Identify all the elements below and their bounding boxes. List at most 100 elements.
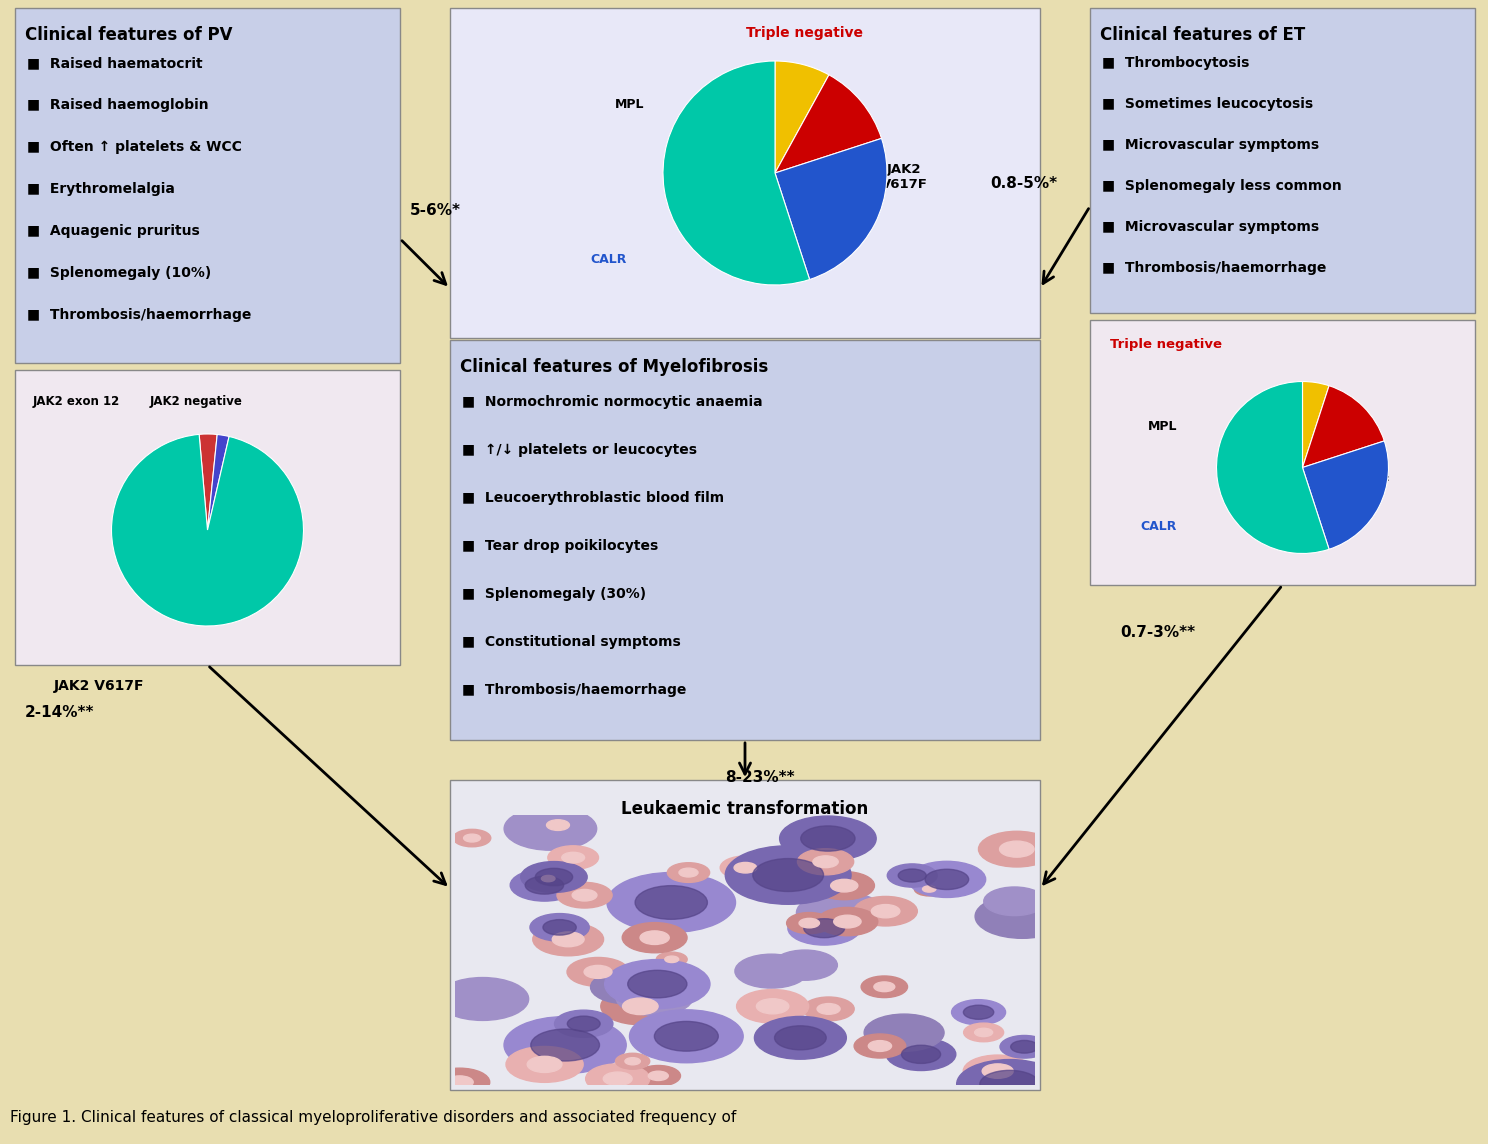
Circle shape (430, 1068, 490, 1096)
Circle shape (527, 1056, 562, 1072)
FancyBboxPatch shape (1091, 320, 1475, 585)
FancyBboxPatch shape (449, 8, 1040, 337)
Circle shape (543, 920, 576, 935)
Text: JAK2 V617F: JAK2 V617F (54, 680, 144, 693)
Circle shape (629, 979, 673, 1000)
Text: ■  Normochromic normocytic anaemia: ■ Normochromic normocytic anaemia (461, 395, 763, 410)
Circle shape (533, 813, 583, 837)
Circle shape (872, 905, 900, 917)
Circle shape (625, 1058, 640, 1065)
Text: 0.7-3%**: 0.7-3%** (1120, 625, 1195, 639)
Circle shape (833, 915, 862, 928)
Circle shape (635, 1065, 680, 1086)
Circle shape (984, 887, 1045, 915)
Wedge shape (1302, 440, 1388, 549)
Circle shape (854, 897, 917, 925)
Circle shape (964, 1023, 1003, 1042)
Circle shape (923, 885, 936, 892)
Circle shape (679, 868, 698, 877)
Circle shape (830, 880, 859, 892)
Circle shape (787, 913, 832, 934)
Circle shape (798, 849, 854, 875)
Text: ■  Thrombocytosis: ■ Thrombocytosis (1103, 56, 1250, 70)
Circle shape (873, 982, 894, 992)
Circle shape (975, 1028, 992, 1036)
Circle shape (869, 1041, 891, 1051)
Text: ■  Microvascular symptoms: ■ Microvascular symptoms (1103, 220, 1320, 235)
Circle shape (552, 932, 585, 947)
Circle shape (812, 856, 838, 867)
Circle shape (753, 858, 823, 891)
Circle shape (607, 873, 735, 932)
Circle shape (640, 931, 670, 945)
Circle shape (616, 979, 693, 1016)
FancyBboxPatch shape (1091, 8, 1475, 313)
Text: ■  Raised haemoglobin: ■ Raised haemoglobin (27, 98, 208, 112)
Text: ■  Splenomegaly (10%): ■ Splenomegaly (10%) (27, 267, 211, 280)
Wedge shape (112, 435, 304, 626)
Text: ■  Thrombosis/haemorrhage: ■ Thrombosis/haemorrhage (27, 308, 251, 321)
Circle shape (902, 1046, 940, 1064)
Circle shape (804, 998, 854, 1020)
Circle shape (567, 958, 629, 986)
Wedge shape (775, 74, 881, 173)
Circle shape (504, 808, 597, 850)
Text: ■  Sometimes leucocytosis: ■ Sometimes leucocytosis (1103, 97, 1312, 111)
Text: Leukaemic transformation: Leukaemic transformation (622, 800, 869, 818)
Text: ■  Thrombosis/haemorrhage: ■ Thrombosis/haemorrhage (461, 683, 686, 697)
Circle shape (926, 869, 969, 890)
Text: MPL: MPL (615, 98, 644, 111)
Circle shape (814, 872, 875, 899)
Circle shape (533, 923, 604, 955)
Circle shape (454, 829, 491, 847)
Text: ■  Splenomegaly (30%): ■ Splenomegaly (30%) (461, 587, 646, 601)
Text: JAK2 exon 12: JAK2 exon 12 (33, 395, 121, 408)
Circle shape (521, 861, 588, 892)
Text: ■  Microvascular symptoms: ■ Microvascular symptoms (1103, 138, 1320, 152)
Circle shape (720, 856, 771, 880)
Circle shape (591, 970, 662, 1003)
Text: ■  Aquagenic pruritus: ■ Aquagenic pruritus (27, 224, 199, 238)
Circle shape (622, 998, 658, 1015)
Text: 5-6%*: 5-6%* (411, 204, 461, 219)
Circle shape (979, 832, 1055, 867)
Text: Triple negative: Triple negative (745, 26, 863, 40)
Circle shape (649, 1071, 668, 1080)
Circle shape (899, 869, 926, 882)
Text: ■  Constitutional symptoms: ■ Constitutional symptoms (461, 635, 680, 649)
Circle shape (635, 885, 707, 920)
FancyBboxPatch shape (449, 780, 1040, 1090)
Wedge shape (775, 138, 887, 279)
Circle shape (655, 1022, 719, 1051)
Circle shape (772, 950, 838, 980)
Circle shape (548, 845, 598, 869)
Circle shape (957, 1059, 1062, 1109)
Circle shape (887, 1038, 955, 1071)
Text: JAK2 negative: JAK2 negative (150, 395, 243, 408)
Text: ■  Splenomegaly less common: ■ Splenomegaly less common (1103, 178, 1342, 193)
Circle shape (862, 976, 908, 998)
Circle shape (780, 816, 876, 861)
Text: 8-23%**: 8-23%** (725, 770, 795, 785)
Circle shape (586, 1064, 650, 1094)
Circle shape (775, 1026, 826, 1050)
Circle shape (656, 952, 687, 967)
Circle shape (1000, 1035, 1049, 1058)
Text: ■  Often ↑ platelets & WCC: ■ Often ↑ platelets & WCC (27, 140, 243, 154)
Circle shape (963, 1006, 994, 1019)
Circle shape (734, 863, 757, 873)
Circle shape (756, 999, 789, 1014)
Circle shape (567, 1016, 600, 1032)
Wedge shape (775, 61, 829, 173)
Circle shape (510, 869, 579, 901)
Circle shape (622, 922, 687, 953)
Circle shape (531, 1030, 600, 1060)
Circle shape (542, 875, 555, 882)
Circle shape (787, 912, 860, 945)
Circle shape (725, 845, 851, 904)
Circle shape (436, 977, 528, 1020)
Wedge shape (1217, 381, 1329, 554)
Circle shape (604, 960, 710, 1009)
Circle shape (735, 954, 808, 988)
Text: ■  ↑/↓ platelets or leucocytes: ■ ↑/↓ platelets or leucocytes (461, 443, 696, 456)
